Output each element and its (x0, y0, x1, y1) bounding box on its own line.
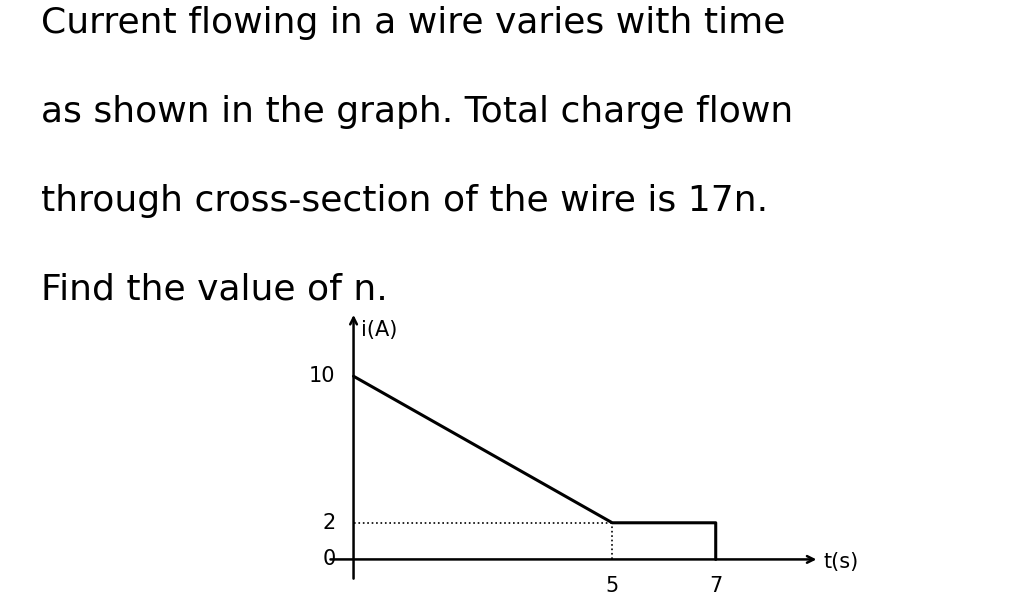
Text: t(s): t(s) (824, 552, 859, 572)
Text: i(A): i(A) (361, 319, 397, 340)
Text: 0: 0 (323, 550, 336, 569)
Text: through cross-section of the wire is 17n.: through cross-section of the wire is 17n… (41, 184, 768, 218)
Text: 10: 10 (309, 366, 336, 386)
Text: as shown in the graph. Total charge flown: as shown in the graph. Total charge flow… (41, 95, 794, 129)
Text: 5: 5 (605, 576, 618, 596)
Text: Current flowing in a wire varies with time: Current flowing in a wire varies with ti… (41, 6, 785, 40)
Text: Find the value of n.: Find the value of n. (41, 272, 388, 307)
Text: 7: 7 (709, 576, 722, 596)
Text: 2: 2 (323, 513, 336, 533)
